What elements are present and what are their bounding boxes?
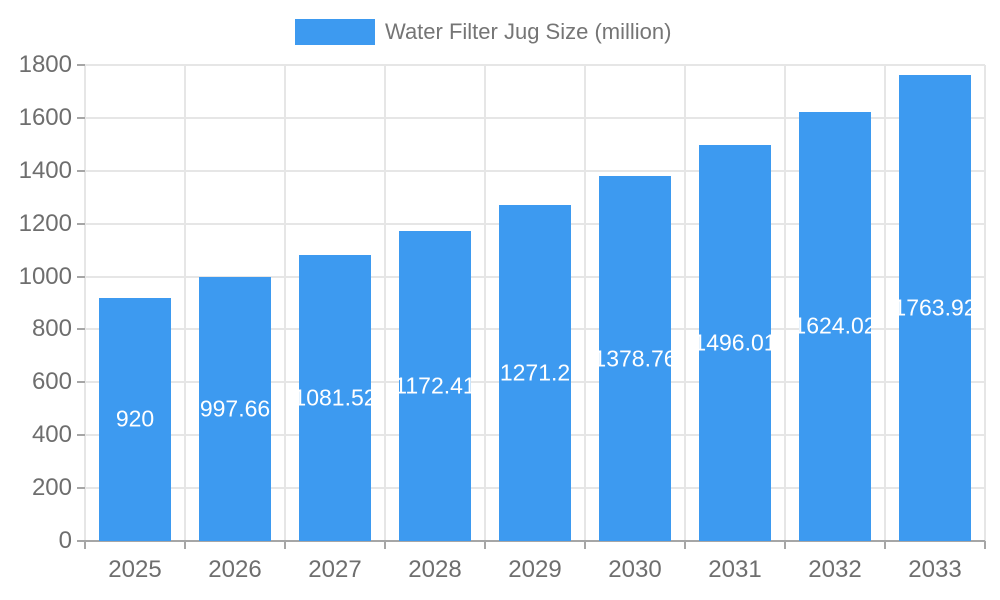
- y-axis-label: 1400: [18, 156, 72, 184]
- x-axis-baseline: [85, 540, 985, 542]
- legend-swatch: [295, 19, 375, 45]
- y-axis-label: 400: [31, 421, 72, 449]
- x-axis-label: 2026: [208, 556, 262, 583]
- x-axis-tick: [384, 541, 386, 549]
- x-axis-label: 2027: [308, 556, 362, 583]
- x-axis-label: 2029: [508, 556, 562, 583]
- horizontal-gridline: [85, 116, 985, 119]
- x-axis-tick: [484, 541, 486, 549]
- bar[interactable]: 1496.01: [699, 145, 771, 541]
- vertical-gridline: [84, 65, 86, 541]
- x-axis-label: 2030: [608, 556, 662, 583]
- x-axis-tick: [584, 541, 586, 549]
- bar-value-label: 1081.52: [299, 384, 371, 411]
- bar-value-label: 1496.01: [699, 329, 771, 356]
- y-axis-label: 200: [31, 474, 72, 502]
- vertical-gridline: [784, 65, 786, 541]
- bar[interactable]: 1378.76: [599, 176, 671, 541]
- bar[interactable]: 997.66: [199, 277, 271, 541]
- y-axis-tick: [77, 169, 85, 172]
- x-axis-tick: [684, 541, 686, 549]
- bar-value-label: 1624.02: [799, 312, 871, 339]
- x-axis-label: 2032: [808, 556, 862, 583]
- bar[interactable]: 1763.92: [899, 74, 971, 541]
- x-axis-tick: [884, 541, 886, 549]
- bar-value-label: 1763.92: [899, 294, 971, 321]
- y-axis-tick: [77, 275, 85, 278]
- y-axis-label: 1800: [18, 51, 72, 78]
- bar[interactable]: 1271.2: [499, 204, 571, 541]
- bar-value-label: 920: [115, 405, 155, 432]
- y-axis-label: 1000: [18, 262, 72, 290]
- y-axis-tick: [77, 540, 85, 542]
- y-axis-label: 1600: [18, 103, 72, 131]
- vertical-gridline: [684, 65, 686, 541]
- y-axis-label: 600: [31, 368, 72, 396]
- y-axis-tick: [77, 222, 85, 225]
- bar-value-label: 1172.41: [399, 372, 471, 399]
- y-axis-tick: [77, 381, 85, 384]
- y-axis-label: 0: [58, 527, 72, 554]
- x-axis-label: 2031: [708, 556, 762, 583]
- legend-label: Water Filter Jug Size (million): [385, 19, 672, 44]
- legend-item[interactable]: Water Filter Jug Size (million): [295, 19, 671, 45]
- vertical-gridline: [484, 65, 486, 541]
- bar-value-label: 997.66: [199, 395, 271, 422]
- x-axis-label: 2028: [408, 556, 462, 583]
- bar[interactable]: 1172.41: [399, 230, 471, 541]
- horizontal-gridline: [85, 169, 985, 172]
- x-axis-tick: [984, 541, 986, 549]
- bar[interactable]: 1624.02: [799, 111, 871, 541]
- x-axis-tick: [84, 541, 86, 549]
- vertical-gridline: [184, 65, 186, 541]
- vertical-gridline: [384, 65, 386, 541]
- x-axis-tick: [284, 541, 286, 549]
- vertical-gridline: [584, 65, 586, 541]
- x-axis-tick: [784, 541, 786, 549]
- x-axis-label: 2033: [908, 556, 962, 583]
- y-axis-tick: [77, 328, 85, 331]
- x-axis-tick: [184, 541, 186, 549]
- y-axis-tick: [77, 434, 85, 437]
- bar-value-label: 1271.2: [499, 359, 571, 386]
- bar-value-label: 1378.76: [599, 345, 671, 372]
- bar[interactable]: 1081.52: [299, 254, 371, 541]
- vertical-gridline: [884, 65, 886, 541]
- y-axis-label: 1200: [18, 209, 72, 237]
- bar[interactable]: 920: [99, 297, 171, 541]
- y-axis-tick: [77, 64, 85, 66]
- y-axis-tick: [77, 116, 85, 119]
- horizontal-gridline: [85, 64, 985, 66]
- y-axis-tick: [77, 487, 85, 490]
- y-axis-label: 800: [31, 315, 72, 343]
- vertical-gridline: [984, 65, 986, 541]
- vertical-gridline: [284, 65, 286, 541]
- x-axis-label: 2025: [108, 556, 162, 583]
